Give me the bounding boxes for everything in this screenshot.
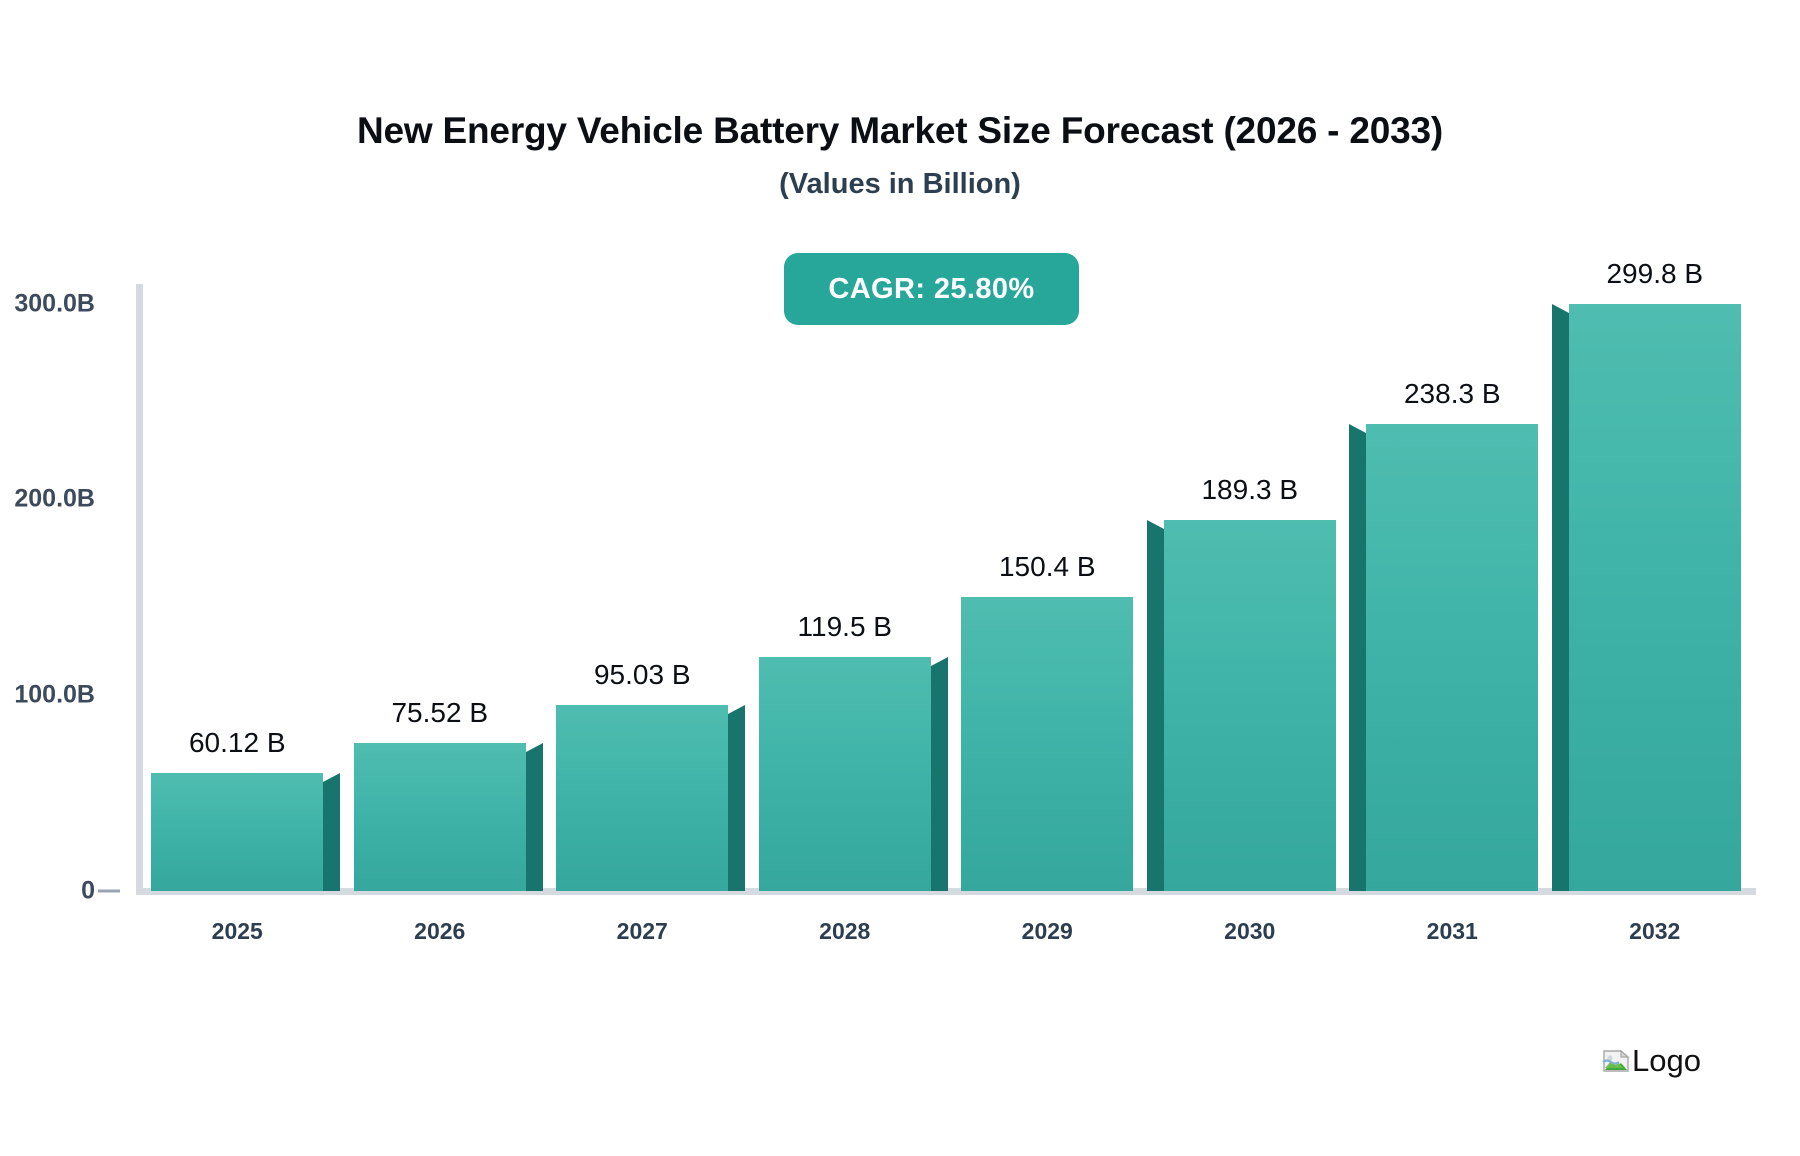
x-axis-line (136, 888, 1756, 895)
x-axis-tick-label: 2030 (1224, 918, 1276, 944)
bar[interactable]: 150.4 B (961, 551, 1134, 891)
y-axis-line (136, 284, 143, 891)
bar-top-bevel (323, 773, 341, 783)
bar-front-face (1163, 520, 1336, 891)
bar-value-label: 150.4 B (998, 550, 1096, 582)
x-axis-tick-label: 2028 (819, 918, 871, 944)
x-axis-tick-label: 2027 (616, 918, 668, 944)
bar[interactable]: 75.52 B (353, 697, 543, 891)
page-title: New Energy Vehicle Battery Market Size F… (357, 110, 1443, 151)
bar-front-face (758, 657, 931, 891)
plot-area: 60.12 B 75.52 B 95.03 B 119.5 B 150.4 B 189.3… (136, 258, 1756, 891)
y-axis-tick-label: 0 (81, 876, 95, 905)
x-axis-tick-label: 2032 (1629, 918, 1681, 944)
bar-top-bevel (728, 704, 746, 714)
bar-top-bevel (1551, 303, 1569, 313)
bar-front-face (556, 704, 729, 891)
bar-side-face (930, 666, 948, 891)
bar-front-face (1568, 303, 1741, 891)
bar[interactable]: 60.12 B (151, 727, 341, 891)
bar-front-face (353, 743, 526, 891)
bar-side-face (525, 752, 543, 891)
bar-value-label: 119.5 B (797, 611, 892, 643)
bar-value-label: 60.12 B (188, 727, 286, 759)
bar-side-face (1146, 529, 1164, 891)
bar[interactable]: 95.03 B (556, 659, 746, 891)
bar-side-face (728, 713, 746, 891)
logo-alt-text: Logo (1632, 1043, 1701, 1078)
y-axis-tick-label: 200.0B (14, 484, 95, 513)
bar-front-face (151, 773, 324, 891)
x-axis-tick-label: 2031 (1426, 918, 1478, 944)
x-axis-tick-label: 2025 (211, 918, 263, 944)
chart-subtitle: (Values in Billion) (779, 168, 1021, 200)
broken-image-icon (1602, 1046, 1632, 1076)
bar-value-label: 95.03 B (593, 658, 691, 690)
x-axis-tick-label: 2026 (414, 918, 466, 944)
bar[interactable]: 238.3 B (1349, 378, 1539, 891)
bar-value-label: 299.8 B (1606, 257, 1704, 289)
y-axis-tick-label: 100.0B (14, 680, 95, 709)
bar-top-bevel (1146, 520, 1164, 530)
y-axis-tick-label: 300.0B (14, 289, 95, 318)
logo-placeholder: Logo (1602, 1043, 1701, 1078)
bar-front-face (961, 596, 1134, 891)
bar-front-face (1366, 424, 1539, 891)
bar[interactable]: 189.3 B (1146, 474, 1336, 891)
bar-top-bevel (525, 743, 543, 753)
x-axis-tick-label: 2029 (1021, 918, 1073, 944)
cagr-badge-label: CAGR: 25.80% (828, 272, 1035, 305)
cagr-badge: CAGR: 25.80% (784, 253, 1079, 325)
bar-side-face (1349, 433, 1367, 891)
y-axis-tick-mark (98, 889, 120, 893)
bar-top-bevel (1349, 424, 1367, 434)
bar[interactable]: 299.8 B (1551, 258, 1741, 891)
bar-side-face (1551, 312, 1569, 891)
bar-side-face (323, 782, 341, 891)
bar-value-label: 238.3 B (1403, 378, 1501, 410)
bar[interactable]: 119.5 B (758, 611, 948, 891)
bar-value-label: 75.52 B (391, 697, 489, 729)
bar-value-label: 189.3 B (1201, 474, 1299, 506)
bar-top-bevel (930, 657, 948, 667)
